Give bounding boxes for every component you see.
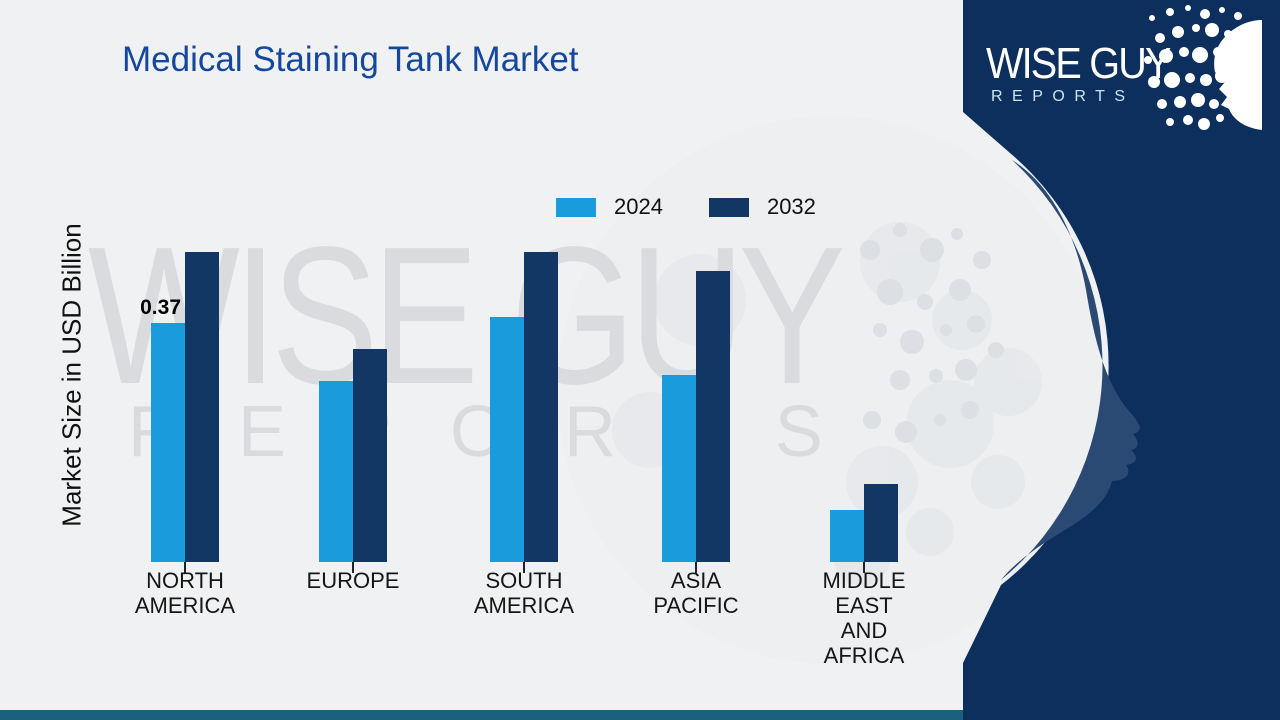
- bar-2032-group1: [353, 349, 387, 562]
- face-profile-silhouette: [1001, 160, 1140, 580]
- legend-item-2024: 2024: [556, 194, 663, 220]
- y-axis-label: Market Size in USD Billion: [56, 223, 87, 527]
- watermark-dots: [860, 223, 1004, 443]
- x-axis-tick: [184, 562, 186, 573]
- bar-2024-group0: [151, 323, 185, 562]
- bar-2024-group1: [319, 381, 353, 562]
- legend-label-2024: 2024: [614, 194, 663, 219]
- bottom-accent-bar: [0, 710, 963, 720]
- bar-2032-group2: [524, 252, 558, 562]
- bar-2032-group3: [696, 271, 730, 562]
- category-label: EUROPE: [306, 568, 400, 593]
- page-title: Medical Staining Tank Market: [122, 40, 579, 79]
- category-label: MIDDLE EAST AND AFRICA: [822, 568, 906, 668]
- x-axis-tick: [863, 562, 865, 573]
- category-label: SOUTH AMERICA: [473, 568, 575, 618]
- logo-face-silhouette: [1214, 20, 1262, 130]
- brand-logo-wiseguy: WISE GUY: [986, 39, 1171, 88]
- bar-2024-group2: [490, 317, 524, 562]
- legend-swatch-2032: [708, 197, 749, 217]
- legend-item-2032: 2032: [708, 194, 816, 220]
- bar-2024-group3: [662, 375, 696, 562]
- legend-swatch-2024: [556, 197, 596, 217]
- category-label: NORTH AMERICA: [134, 568, 236, 618]
- brand-panel-shape: [963, 0, 1280, 720]
- legend: 2024 2032: [556, 194, 862, 220]
- x-axis-tick: [352, 562, 354, 573]
- bar-2024-group4: [830, 510, 864, 562]
- data-label: 0.37: [140, 296, 181, 319]
- legend-label-2032: 2032: [766, 194, 816, 219]
- bar-2032-group4: [864, 484, 898, 562]
- x-axis-tick: [695, 562, 697, 573]
- x-axis-tick: [523, 562, 525, 573]
- bar-2032-group0: [185, 252, 219, 562]
- brand-logo-reports: REPORTS: [991, 88, 1135, 105]
- category-label: ASIA PACIFIC: [653, 568, 739, 618]
